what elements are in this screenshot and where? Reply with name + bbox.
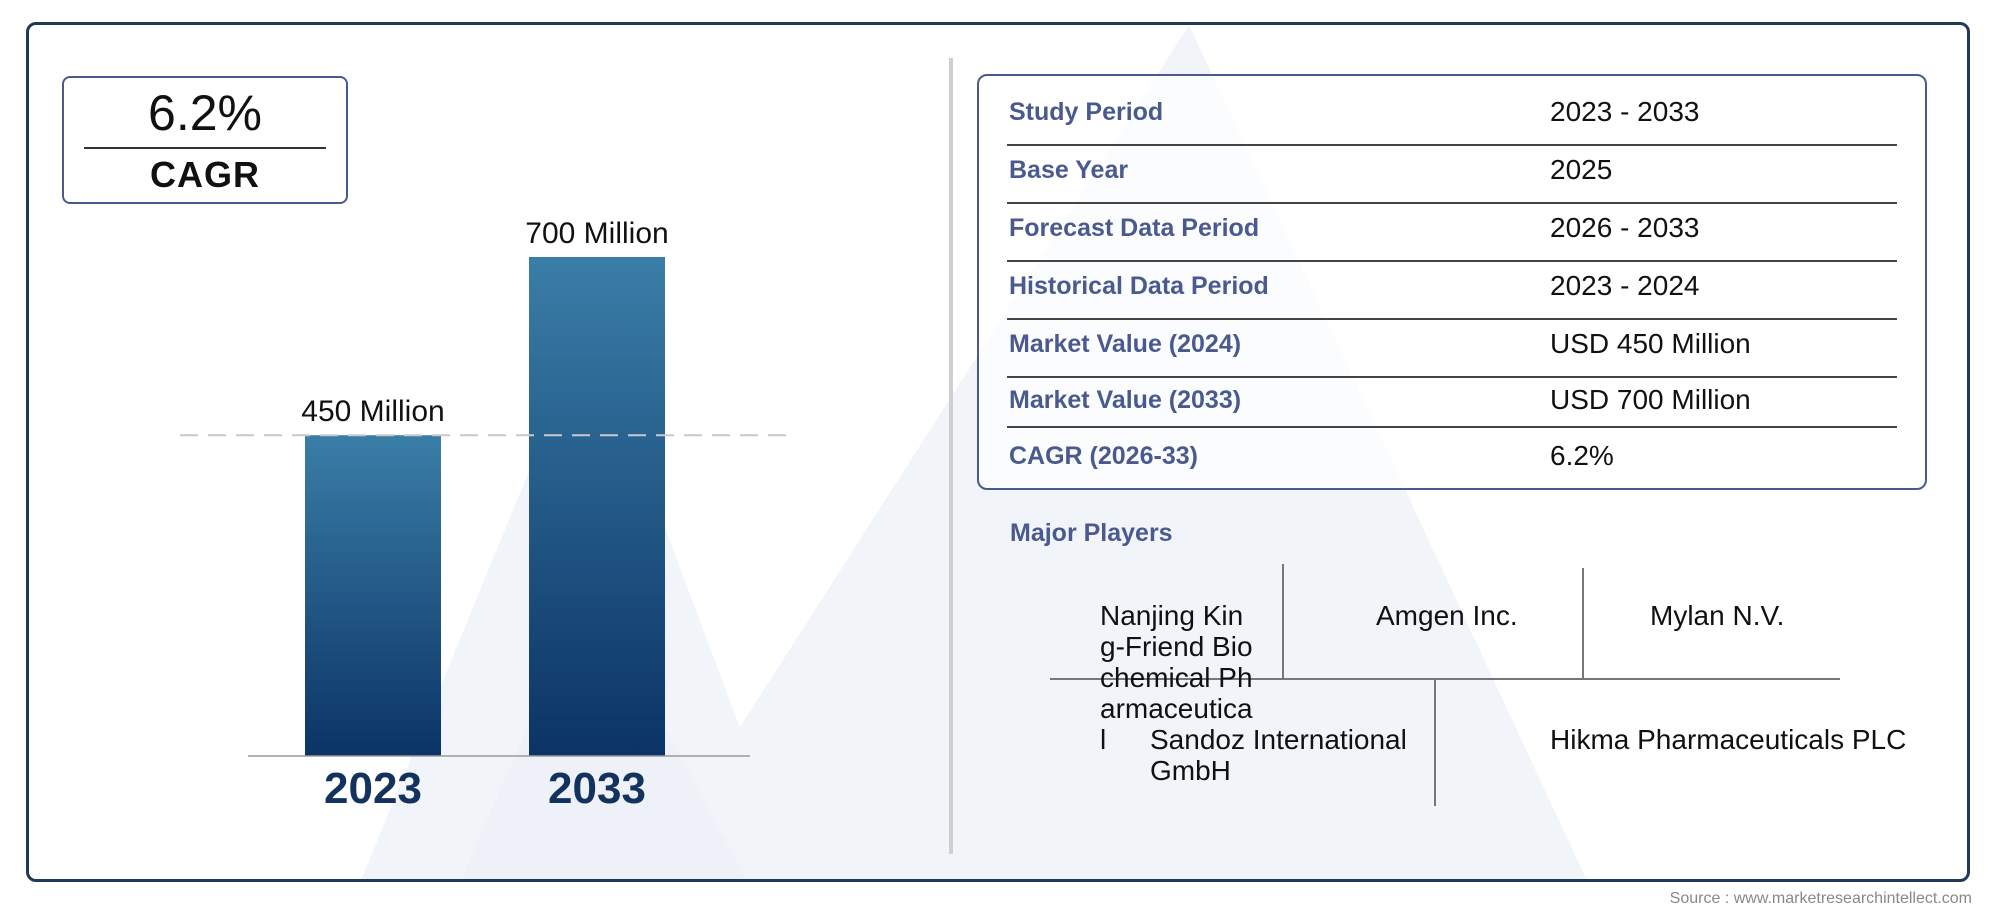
row-value: 6.2% (1550, 440, 1614, 471)
player-name: Sandoz International GmbH (1150, 724, 1407, 786)
row-label: Market Value (2033) (1009, 386, 1242, 414)
cagr-label: CAGR (150, 154, 260, 195)
major-players-heading: Major Players (1010, 519, 1173, 547)
player-name: Nanjing King-Friend Biochemical Pharmace… (1100, 600, 1253, 755)
cagr-value: 6.2% (148, 85, 262, 141)
bar (529, 257, 665, 756)
player-name: Hikma Pharmaceuticals PLC (1550, 724, 1907, 755)
category-label: 2033 (548, 764, 646, 813)
row-value: 2025 (1550, 154, 1613, 185)
cagr-divider (84, 147, 326, 149)
row-label: CAGR (2026-33) (1009, 442, 1198, 470)
row-divider (1007, 202, 1897, 204)
cagr-card: 6.2% CAGR (62, 76, 348, 204)
row-value: 2023 - 2024 (1550, 270, 1700, 301)
row-label: Market Value (2024) (1009, 330, 1242, 358)
row-label: Base Year (1009, 156, 1129, 184)
players-grid-line (1050, 678, 1840, 680)
row-value: USD 450 Million (1550, 328, 1751, 359)
bar-value-label: 450 Million (301, 395, 444, 428)
section-divider (949, 58, 953, 854)
bar (305, 435, 441, 756)
players-grid-line (1282, 564, 1284, 678)
row-value: USD 700 Million (1550, 384, 1751, 415)
report-details-table: Study Period 2023 - 2033 Base Year 2025 … (977, 74, 1927, 490)
source-credit: Source : www.marketresearchintellect.com (1669, 890, 1972, 907)
row-divider (1007, 376, 1897, 378)
bar-value-label: 700 Million (525, 217, 668, 250)
row-divider (1007, 426, 1897, 428)
players-grid-line (1582, 568, 1584, 678)
row-value: 2023 - 2033 (1550, 96, 1700, 127)
row-divider (1007, 318, 1897, 320)
row-value: 2026 - 2033 (1550, 212, 1700, 243)
row-divider (1007, 260, 1897, 262)
category-label: 2023 (324, 764, 422, 813)
row-label: Study Period (1009, 98, 1164, 126)
row-label: Forecast Data Period (1009, 214, 1260, 242)
player-name: Mylan N.V. (1650, 600, 1785, 631)
row-divider (1007, 144, 1897, 146)
row-label: Historical Data Period (1009, 272, 1269, 300)
player-name: Amgen Inc. (1376, 600, 1518, 631)
players-grid-line (1434, 678, 1436, 806)
bar-chart: 450 Million 2023 700 Million 2033 (180, 217, 790, 813)
